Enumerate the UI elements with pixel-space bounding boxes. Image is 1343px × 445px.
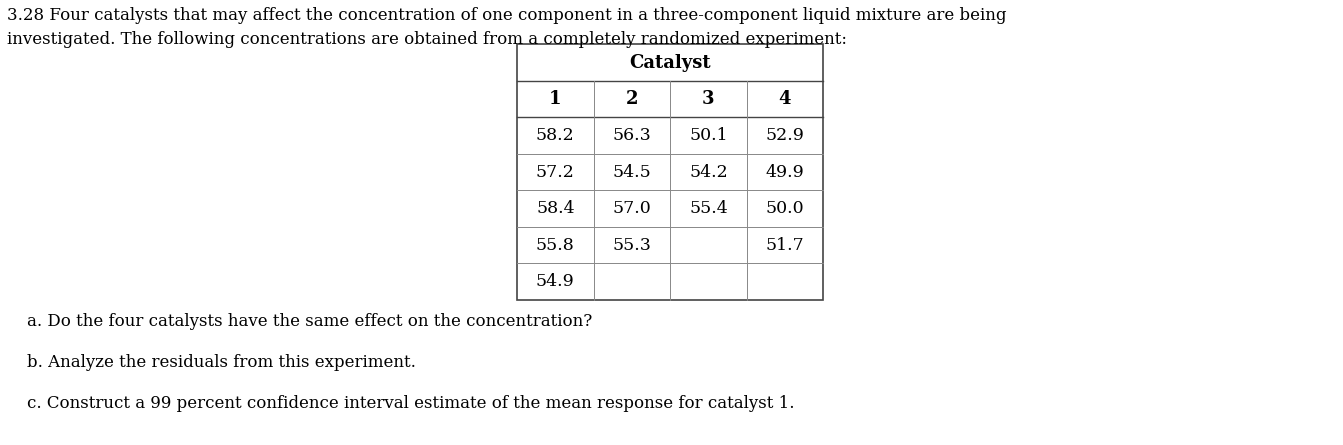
Text: b. Analyze the residuals from this experiment.: b. Analyze the residuals from this exper…: [27, 354, 416, 371]
Text: a. Do the four catalysts have the same effect on the concentration?: a. Do the four catalysts have the same e…: [27, 313, 592, 330]
Text: 49.9: 49.9: [766, 164, 804, 181]
Text: Catalyst: Catalyst: [630, 54, 710, 72]
Text: 57.2: 57.2: [536, 164, 575, 181]
Text: 1: 1: [549, 90, 561, 108]
Text: 55.4: 55.4: [689, 200, 728, 217]
Text: 2: 2: [626, 90, 638, 108]
Text: 3: 3: [702, 90, 714, 108]
Text: 57.0: 57.0: [612, 200, 651, 217]
Text: 52.9: 52.9: [766, 127, 804, 144]
Text: 50.1: 50.1: [689, 127, 728, 144]
Text: 54.5: 54.5: [612, 164, 651, 181]
Text: 55.3: 55.3: [612, 237, 651, 254]
Text: 4: 4: [779, 90, 791, 108]
Text: 56.3: 56.3: [612, 127, 651, 144]
Text: 54.9: 54.9: [536, 273, 575, 290]
Text: 50.0: 50.0: [766, 200, 804, 217]
Text: 51.7: 51.7: [766, 237, 804, 254]
Text: 58.4: 58.4: [536, 200, 575, 217]
Text: 54.2: 54.2: [689, 164, 728, 181]
Text: 55.8: 55.8: [536, 237, 575, 254]
Text: 3.28 Four catalysts that may affect the concentration of one component in a thre: 3.28 Four catalysts that may affect the …: [7, 7, 1006, 48]
Text: c. Construct a 99 percent confidence interval estimate of the mean response for : c. Construct a 99 percent confidence int…: [27, 395, 794, 412]
Text: 58.2: 58.2: [536, 127, 575, 144]
